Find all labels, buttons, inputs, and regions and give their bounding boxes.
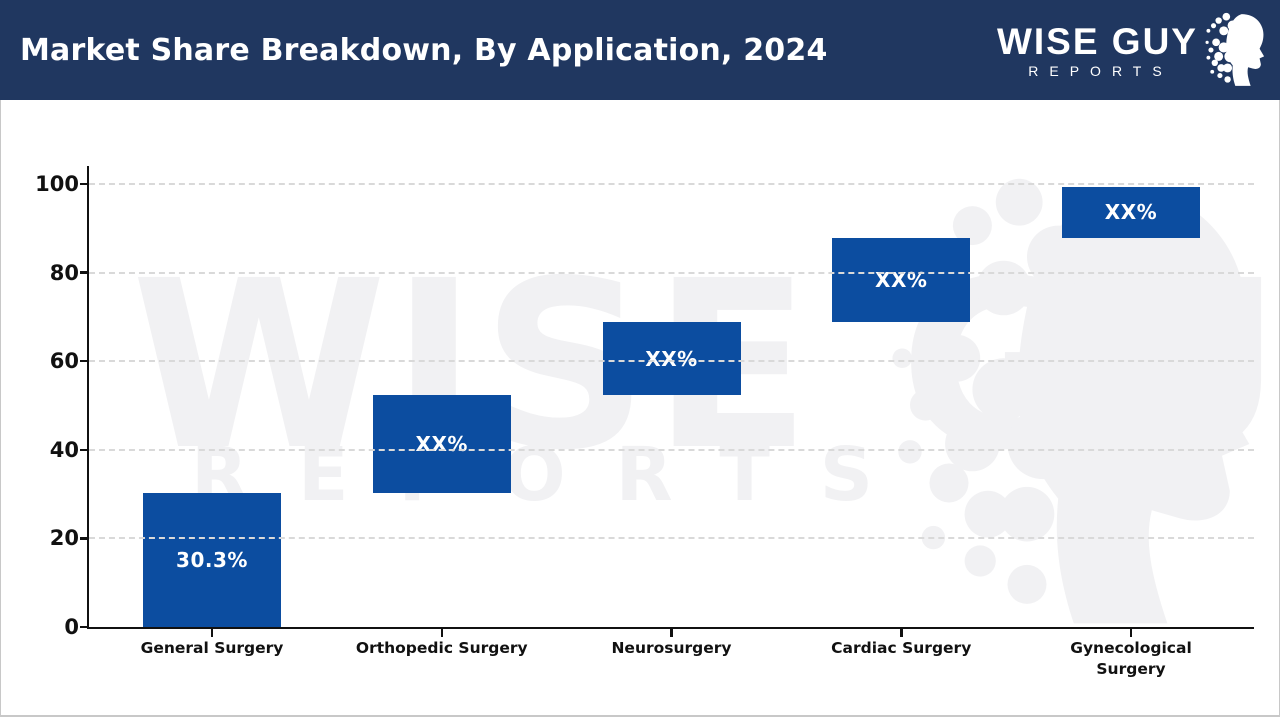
x-label-cardiac-surgery: Cardiac Surgery: [786, 638, 1016, 659]
y-tick-20: [80, 537, 89, 540]
bar-value-label-orthopedic-surgery: XX%: [415, 432, 468, 457]
bar-gynecological-surgery: XX%: [1062, 186, 1200, 238]
x-label-general-surgery: General Surgery: [97, 638, 327, 659]
y-tick-100: [80, 182, 89, 186]
x-label-line: Neurosurgery: [611, 639, 732, 657]
logo-text: WISE GUY REPORTS: [996, 20, 1198, 79]
logo-wise-guy-text: WISE GUY: [996, 20, 1198, 62]
bar-value-label-gynecological-surgery: XX%: [1104, 200, 1158, 225]
x-axis-line: [86, 626, 1254, 629]
y-tick-label-100: 100: [35, 172, 79, 196]
x-tick-cardiac-surgery: [900, 629, 903, 637]
watermark-dotted-head-icon: [892, 178, 1250, 624]
y-tick-label-40: 40: [49, 437, 79, 462]
x-label-line: Cardiac Surgery: [831, 639, 972, 657]
page-title: Market Share Breakdown, By Application, …: [20, 32, 828, 68]
chart-area: WISE GUY REPORTS 02040608010030.3%Genera…: [0, 100, 1280, 717]
bar-value-label-general-surgery: 30.3%: [176, 547, 248, 572]
x-label-line: General Surgery: [140, 639, 284, 657]
bar-orthopedic-surgery: XX%: [372, 395, 511, 493]
bar-cardiac-surgery: XX%: [832, 237, 971, 323]
dotted-head-icon: [1205, 12, 1265, 86]
y-tick-0: [80, 625, 89, 629]
watermark-reports: REPORTS: [191, 432, 924, 518]
x-label-line: Gynecological: [1070, 639, 1192, 657]
bar-general-surgery: 30.3%: [143, 492, 281, 627]
gridline-80: [89, 271, 1254, 274]
x-label-neurosurgery: Neurosurgery: [557, 638, 787, 659]
y-tick-label-20: 20: [49, 526, 79, 551]
y-axis-line: [86, 166, 90, 629]
x-label-orthopedic-surgery: Orthopedic Surgery: [327, 638, 557, 659]
bar-value-label-neurosurgery: XX%: [645, 346, 698, 371]
gridline-40: [89, 448, 1254, 451]
y-tick-80: [80, 271, 89, 274]
bar-neurosurgery: XX%: [602, 322, 741, 396]
x-tick-orthopedic-surgery: [440, 629, 443, 637]
wise-guy-reports-logo: WISE GUY REPORTS: [997, 9, 1280, 91]
logo-reports-text: REPORTS: [1028, 62, 1173, 79]
y-tick-label-60: 60: [49, 349, 79, 374]
gridline-20: [89, 537, 1254, 540]
gridline-60: [89, 360, 1254, 363]
x-label-line: Orthopedic Surgery: [355, 639, 528, 657]
header-bar: Market Share Breakdown, By Application, …: [0, 0, 1280, 100]
x-label-line: Surgery: [1096, 660, 1166, 678]
x-tick-neurosurgery: [670, 629, 673, 637]
x-label-gynecological-surgery: Gynecological Surgery: [1016, 638, 1246, 680]
y-tick-60: [80, 359, 89, 363]
y-tick-40: [80, 448, 89, 452]
x-tick-gynecological-surgery: [1129, 629, 1133, 637]
y-tick-label-0: 0: [64, 615, 79, 639]
x-tick-general-surgery: [210, 629, 214, 637]
y-tick-label-80: 80: [49, 260, 79, 285]
gridline-100: [89, 183, 1254, 185]
